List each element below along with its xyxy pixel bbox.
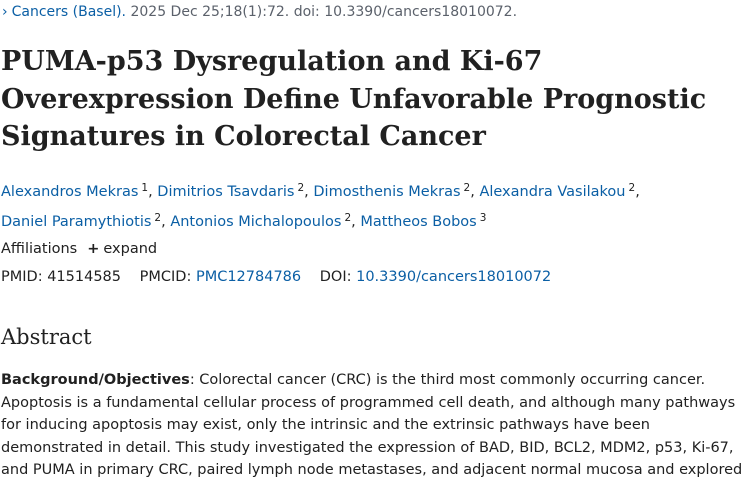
author-link[interactable]: Mattheos Bobos [360,214,477,230]
author-link[interactable]: Alexandra Vasilakou [479,184,626,200]
author-link[interactable]: Dimosthenis Mekras [313,184,461,200]
pmcid-label: PMCID: [139,269,192,285]
author-list: Alexandros Mekras 1, Dimitrios Tsavdaris 2… [1,175,746,235]
author-link[interactable]: Dimitrios Tsavdaris [157,184,295,200]
author: Alexandra Vasilakou 2, [479,182,640,200]
citation: › Cancers (Basel). 2025 Dec 25;18(1):72. … [2,4,517,20]
affiliation-number: 3 [479,212,487,224]
affiliation-number: 1 [141,182,149,194]
abstract-heading: Abstract [1,325,92,349]
chevron-icon: › [2,4,8,20]
author: Daniel Paramythiotis 2, [1,212,166,230]
author: Antonios Michalopoulos 2, [170,212,356,230]
author: Alexandros Mekras 1, [1,182,153,200]
author: Dimitrios Tsavdaris 2, [157,182,309,200]
abstract-text: Background/Objectives: Colorectal cancer… [1,369,750,482]
article-title: PUMA-p53 Dysregulation and Ki-67 Overexp… [1,46,707,152]
doi-link[interactable]: 10.3390/cancers18010072 [356,269,552,285]
affiliation-number: 2 [154,212,162,224]
identifiers: PMID: 41514585 PMCID: PMC12784786 DOI: 1… [1,269,551,285]
affiliations-label: Affiliations [1,241,78,257]
section-label: Background/Objectives [1,372,190,388]
affiliation-number: 2 [344,212,352,224]
pmcid-link[interactable]: PMC12784786 [195,269,302,285]
author-link[interactable]: Alexandros Mekras [1,184,139,200]
author: Mattheos Bobos 3 [360,212,487,230]
plus-icon[interactable]: + [87,241,100,257]
author-link[interactable]: Daniel Paramythiotis [1,214,152,230]
journal-link[interactable]: Cancers (Basel). [11,4,127,20]
author: Dimosthenis Mekras 2, [313,182,475,200]
section-text: : Colorectal cancer (CRC) is the third m… [1,372,743,478]
affiliation-number: 2 [463,182,471,194]
pmid-label: PMID: [1,269,43,285]
affiliation-number: 2 [628,182,636,194]
citation-details: 2025 Dec 25;18(1):72. doi: 10.3390/cance… [130,4,518,20]
author-link[interactable]: Antonios Michalopoulos [170,214,342,230]
doi-label: DOI: [319,269,352,285]
affiliations: Affiliations + expand [1,241,157,257]
expand-toggle[interactable]: expand [103,241,158,257]
pmid-value: 41514585 [47,269,122,285]
affiliation-number: 2 [297,182,305,194]
